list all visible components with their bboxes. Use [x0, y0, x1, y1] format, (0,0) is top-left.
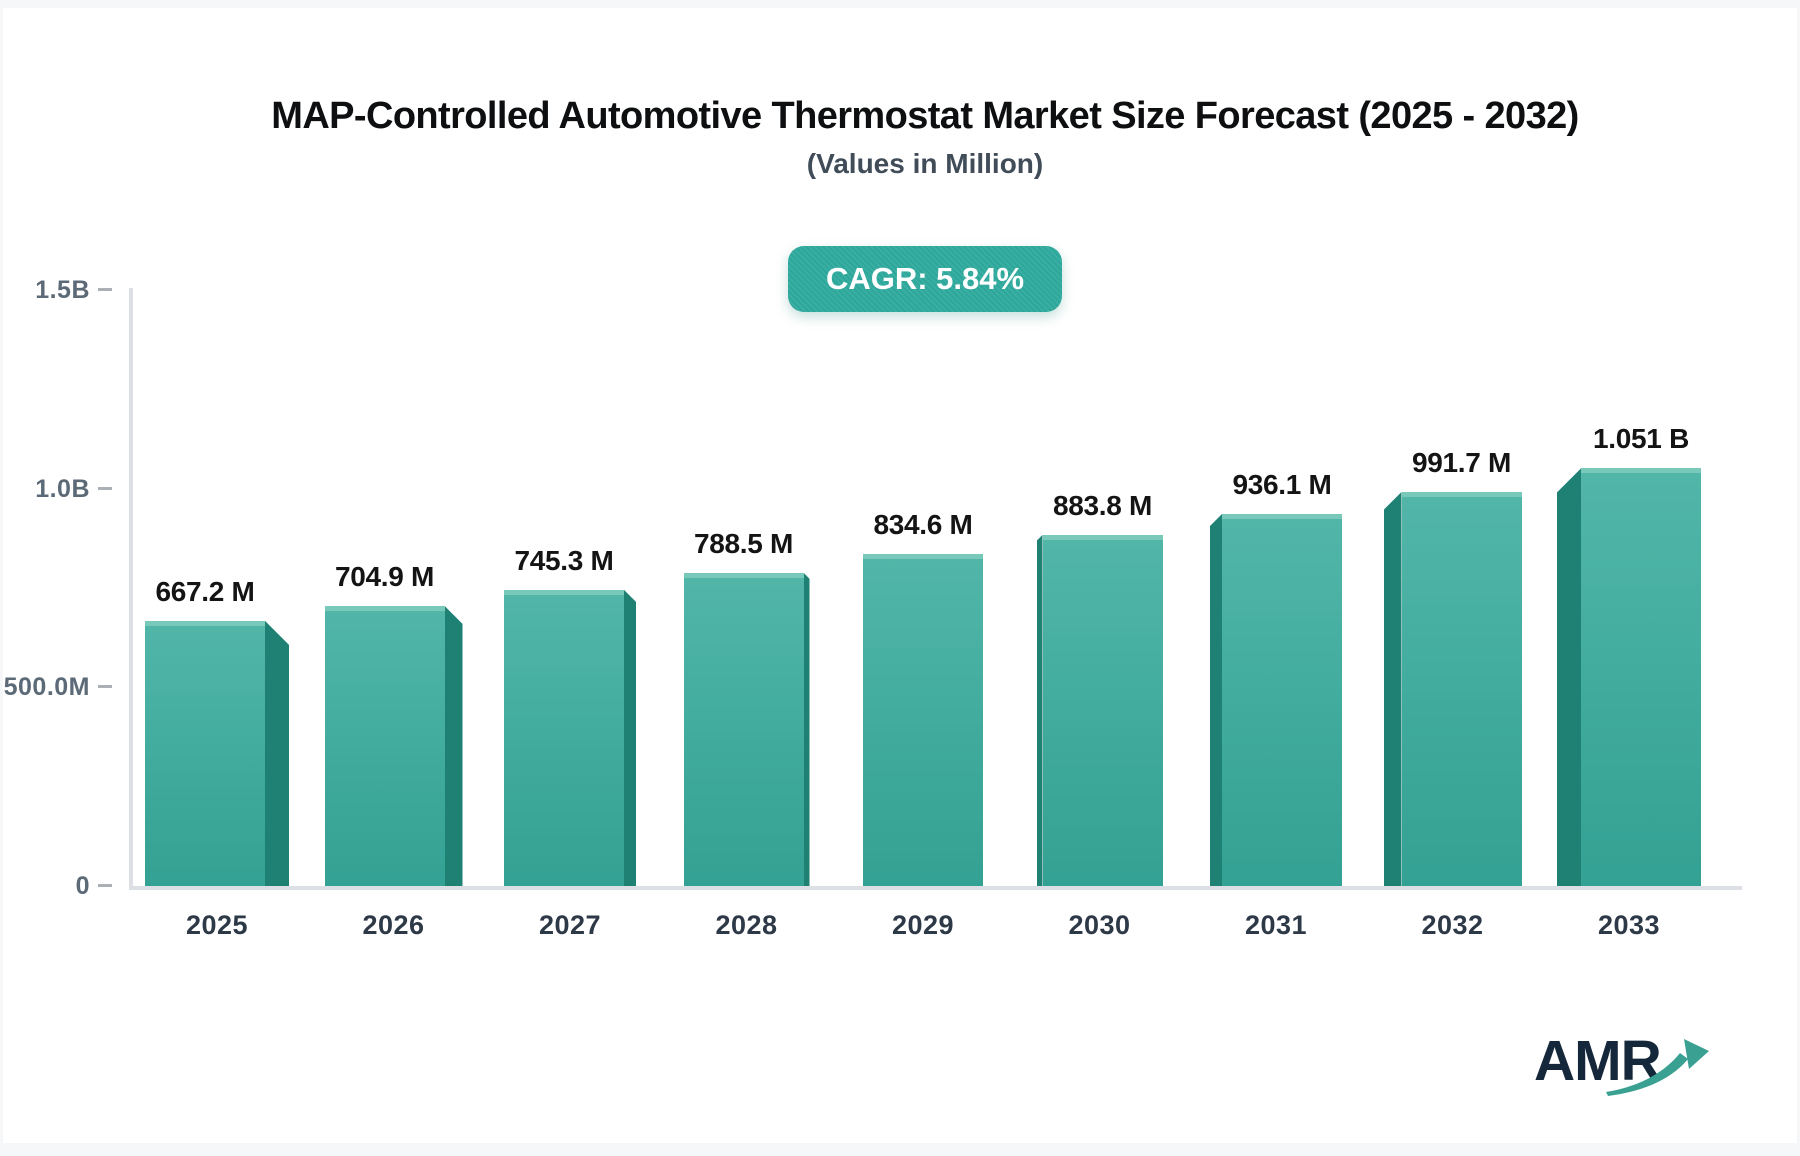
- x-axis-label-2028: 2028: [715, 910, 778, 940]
- bar-side-face: [1557, 468, 1581, 886]
- bar-value-label: 936.1 M: [1232, 469, 1332, 501]
- bar-value-label: 1.051 B: [1593, 423, 1689, 455]
- x-axis-line: [129, 886, 1742, 890]
- y-axis-tick-label: 1.5B: [35, 276, 90, 304]
- chart-subtitle: (Values in Million): [806, 148, 1044, 179]
- x-axis-label-2027: 2027: [538, 910, 602, 940]
- bar-side-face: [803, 572, 810, 886]
- bar-2029: [863, 554, 983, 886]
- y-axis-line: [129, 288, 133, 890]
- chart-title: MAP-Controlled Automotive Thermostat Mar…: [271, 95, 1579, 137]
- bar-value-label: 991.7 M: [1411, 446, 1512, 478]
- amr-logo: AMR: [1534, 1030, 1754, 1110]
- bar-2033: [1581, 468, 1701, 886]
- y-axis-tick-mark: [98, 288, 112, 291]
- bar-2028: [683, 572, 804, 886]
- x-axis-label-2025: 2025: [185, 910, 249, 940]
- cagr-badge-band: CAGR: 5.84%: [0, 246, 1800, 312]
- bar-side-face: [624, 589, 636, 886]
- bar-side-face: [1036, 534, 1043, 886]
- cagr-badge: CAGR: 5.84%: [787, 246, 1063, 312]
- y-axis-tick-mark: [98, 486, 112, 490]
- bar-2030: [1042, 534, 1163, 886]
- x-axis-label-2030: 2030: [1068, 910, 1131, 940]
- x-axis-label-2026: 2026: [362, 910, 425, 940]
- bar-value-label: 883.8 M: [1052, 489, 1153, 521]
- bar-2026: [324, 605, 445, 886]
- bar-2031: [1222, 514, 1342, 886]
- bar-2027: [504, 589, 624, 886]
- bar-2032: [1401, 491, 1522, 886]
- bar-value-label: 667.2 M: [155, 575, 255, 607]
- bar-value-label: 788.5 M: [693, 527, 794, 559]
- bar-value-label: 745.3 M: [514, 544, 614, 576]
- bar-side-face: [1383, 491, 1402, 886]
- bar-side-face: [444, 605, 463, 886]
- x-axis-label-2032: 2032: [1421, 910, 1484, 940]
- bar-side-face: [1210, 514, 1222, 886]
- x-axis-label-2031: 2031: [1244, 910, 1308, 940]
- x-axis-label-2033: 2033: [1597, 910, 1661, 940]
- y-axis-tick-label: 1.0B: [35, 474, 90, 503]
- y-axis-tick-mark: [98, 884, 112, 887]
- y-axis-tick-label: 500.0M: [3, 673, 90, 702]
- bar-value-label: 704.9 M: [334, 560, 435, 592]
- y-axis-tick-label: 0: [75, 872, 90, 900]
- bar-side-face: [265, 620, 289, 886]
- bar-value-label: 834.6 M: [873, 509, 973, 541]
- y-axis-tick-mark: [98, 685, 112, 689]
- growth-arrow-icon: [1606, 1039, 1709, 1096]
- bar-2025: [145, 620, 265, 886]
- x-axis-label-2029: 2029: [891, 910, 955, 940]
- amr-logo-text: AMR: [1534, 1029, 1662, 1093]
